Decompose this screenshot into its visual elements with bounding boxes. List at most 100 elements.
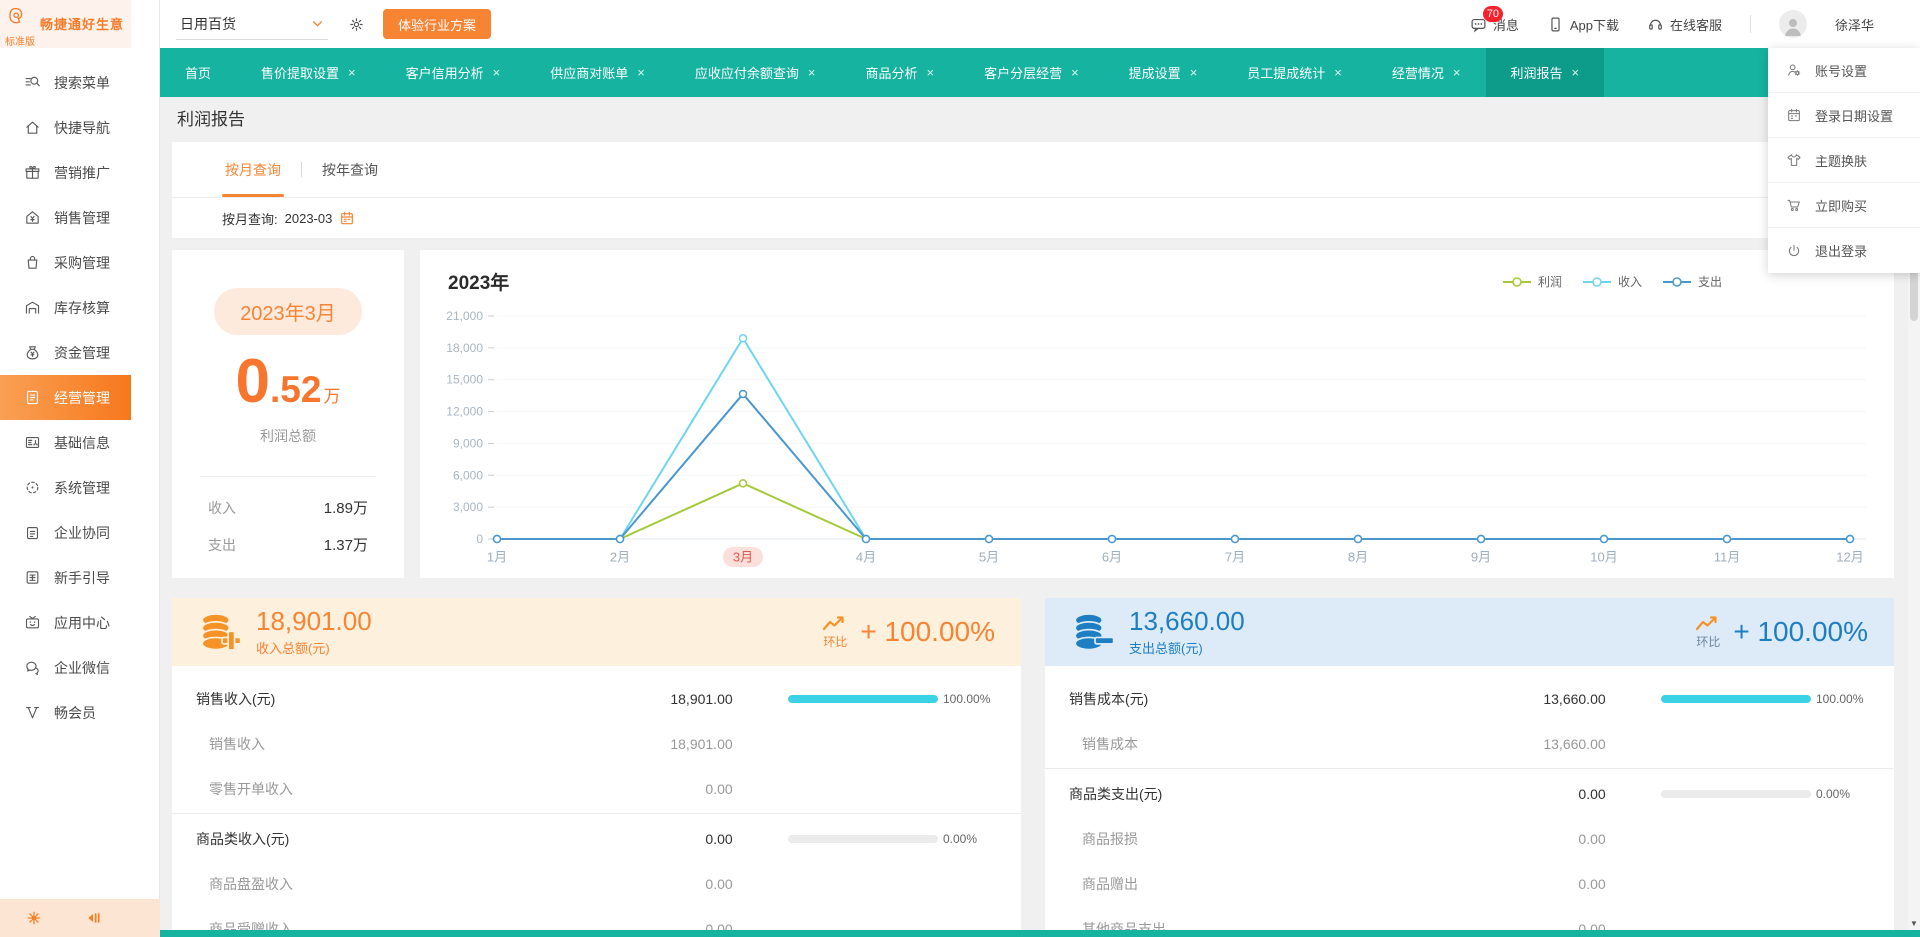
- tab-提成设置[interactable]: 提成设置 ×: [1104, 48, 1223, 97]
- brand-name: 畅捷通好生意: [40, 17, 125, 32]
- tab-经营情况[interactable]: 经营情况 ×: [1367, 48, 1486, 97]
- expense-table: 销售成本(元) 13,660.00 100.00% 销售成本 13,660.00 商品类支…: [1045, 666, 1894, 930]
- svg-text:4月: 4月: [856, 550, 876, 565]
- collapse-sidebar-icon[interactable]: [86, 910, 102, 926]
- support-button[interactable]: 在线客服: [1647, 15, 1722, 34]
- tab-首页[interactable]: 首页: [160, 48, 236, 97]
- income-breakdown-card: 18,901.00 收入总额(元) 环比 + 100.00% 销售收入(元) 1: [172, 598, 1021, 930]
- legend-label: 收入: [1617, 275, 1642, 289]
- menu-item-label: 立即购买: [1815, 198, 1868, 214]
- sidebar-item-新手引导[interactable]: 新手引导: [0, 555, 131, 600]
- svg-text:3,000: 3,000: [453, 500, 483, 514]
- sidebar-settings-icon[interactable]: [26, 910, 42, 926]
- sidebar-item-采购管理[interactable]: 采购管理: [0, 240, 131, 285]
- tab-label: 利润报告: [1510, 66, 1563, 81]
- menu-item-登录日期设置[interactable]: 登录日期设置: [1768, 93, 1920, 138]
- scroll-down-button[interactable]: ▼: [1910, 918, 1918, 928]
- sidebar-item-畅会员[interactable]: 畅会员: [0, 690, 131, 735]
- header-divider: [1749, 15, 1751, 33]
- sidebar-item-搜索菜单[interactable]: 搜索菜单: [0, 60, 131, 105]
- tab-close-icon[interactable]: ×: [1334, 65, 1342, 80]
- tab-客户信用分析[interactable]: 客户信用分析 ×: [381, 48, 526, 97]
- summary-row-value: 1.37万: [323, 537, 368, 554]
- tab-商品分析[interactable]: 商品分析 ×: [840, 48, 959, 97]
- month-filter-value[interactable]: 2023-03: [284, 210, 333, 226]
- svg-text:18,000: 18,000: [446, 341, 483, 355]
- menu-item-立即购买[interactable]: 立即购买: [1768, 183, 1920, 228]
- table-row: 零售开单收入 0.00: [172, 766, 1021, 811]
- sidebar-item-基础信息[interactable]: 基础信息: [0, 420, 131, 465]
- sidebar-item-经营管理[interactable]: 经营管理: [0, 375, 131, 420]
- tab-close-icon[interactable]: ×: [1189, 65, 1198, 80]
- calendar-icon[interactable]: [339, 210, 355, 226]
- legend-利润[interactable]: 利润: [1502, 273, 1562, 290]
- messages-button[interactable]: 70 消息: [1470, 5, 1519, 34]
- sidebar-item-销售管理[interactable]: 销售管理: [0, 195, 131, 240]
- expense-card-header: 13,660.00 支出总额(元) 环比 + 100.00%: [1045, 598, 1894, 666]
- sidebar-item-label: 经营管理: [54, 389, 110, 406]
- table-row: 商品受赠收入 0.00: [172, 906, 1021, 931]
- view-tab-按年查询[interactable]: 按年查询: [322, 161, 378, 178]
- logout-power-icon: [1786, 243, 1802, 259]
- view-tab-按月查询[interactable]: 按月查询: [222, 142, 284, 197]
- svg-text:1月: 1月: [487, 550, 507, 565]
- expense-ratio-block: 环比 + 100.00%: [1695, 614, 1868, 650]
- menu-item-账号设置[interactable]: 账号设置: [1768, 48, 1920, 93]
- tab-售价提取设置[interactable]: 售价提取设置 ×: [236, 48, 381, 97]
- sidebar-item-企业微信[interactable]: 企业微信: [0, 645, 131, 690]
- tab-close-icon[interactable]: ×: [1452, 65, 1461, 80]
- tab-close-icon[interactable]: ×: [1071, 65, 1079, 80]
- sidebar-item-营销推广[interactable]: 营销推广: [0, 150, 131, 195]
- summary-rows: 收入 1.89万 支出 1.37万: [172, 489, 404, 563]
- avatar[interactable]: [1778, 10, 1807, 38]
- username[interactable]: 徐泽华: [1834, 17, 1874, 33]
- tab-close-icon[interactable]: ×: [926, 65, 935, 80]
- account-settings-icon: [1786, 62, 1802, 78]
- sidebar-item-企业协同[interactable]: 企业协同: [0, 510, 131, 555]
- legend-支出[interactable]: 支出: [1662, 273, 1722, 290]
- sidebar-item-系统管理[interactable]: 系统管理: [0, 465, 131, 510]
- svg-text:15,000: 15,000: [446, 373, 483, 387]
- industry-solution-button[interactable]: 体验行业方案: [383, 9, 492, 39]
- tab-label: 提成设置: [1128, 66, 1181, 81]
- menu-item-label: 账号设置: [1815, 63, 1868, 79]
- sidebar-item-label: 销售管理: [54, 209, 110, 226]
- tab-应收应付余额查询[interactable]: 应收应付余额查询 ×: [670, 48, 841, 97]
- tab-close-icon[interactable]: ×: [637, 65, 645, 80]
- sidebar-item-快捷导航[interactable]: 快捷导航: [0, 105, 131, 150]
- tab-供应商对账单[interactable]: 供应商对账单 ×: [525, 48, 670, 97]
- tab-close-icon[interactable]: ×: [492, 65, 501, 80]
- tab-close-icon[interactable]: ×: [807, 65, 816, 80]
- profit-amount-label: 利润总额: [260, 428, 316, 444]
- row-label: 商品赠出: [1082, 875, 1138, 892]
- svg-text:11月: 11月: [1714, 550, 1741, 565]
- tab-bar: 首页 售价提取设置 × 客户信用分析 × 供应商对账单 × 应收应付余额查询 × 商品分析 × 客户分…: [160, 48, 1920, 97]
- table-row: 销售成本(元) 13,660.00 100.00%: [1045, 676, 1894, 721]
- sidebar-item-应用中心[interactable]: 应用中心: [0, 600, 131, 645]
- trend-up-icon: [1696, 616, 1717, 631]
- row-value: 18,901.00: [670, 735, 733, 752]
- sidebar-item-资金管理[interactable]: 资金管理: [0, 330, 131, 375]
- search-icon: [24, 74, 41, 91]
- svg-text:21,000: 21,000: [446, 309, 483, 323]
- theme-skin-icon: [1786, 152, 1802, 168]
- app-download-button[interactable]: App下载: [1547, 15, 1619, 34]
- row-label: 销售收入: [209, 735, 265, 752]
- profit-summary-card: 2023年3月 0.52 万 利润总额 收入 1.89万 支出 1.37万: [172, 250, 404, 578]
- tab-close-icon[interactable]: ×: [348, 65, 356, 80]
- progress-fill: [788, 694, 938, 703]
- table-row: 商品报损 0.00: [1045, 816, 1894, 861]
- org-select[interactable]: 日用百货: [176, 9, 328, 40]
- menu-item-退出登录[interactable]: 退出登录: [1768, 228, 1920, 273]
- tab-客户分层经营[interactable]: 客户分层经营 ×: [959, 48, 1104, 97]
- menu-item-主题换肤[interactable]: 主题换肤: [1768, 138, 1920, 183]
- svg-text:10月: 10月: [1590, 550, 1617, 565]
- row-value: 0.00: [705, 920, 733, 931]
- legend-收入[interactable]: 收入: [1582, 273, 1642, 290]
- header-settings-icon[interactable]: [348, 16, 365, 33]
- tab-close-icon[interactable]: ×: [1571, 65, 1580, 80]
- tab-利润报告[interactable]: 利润报告 ×: [1485, 48, 1605, 97]
- tab-员工提成统计[interactable]: 员工提成统计 ×: [1222, 48, 1367, 97]
- sidebar-item-库存核算[interactable]: 库存核算: [0, 285, 131, 330]
